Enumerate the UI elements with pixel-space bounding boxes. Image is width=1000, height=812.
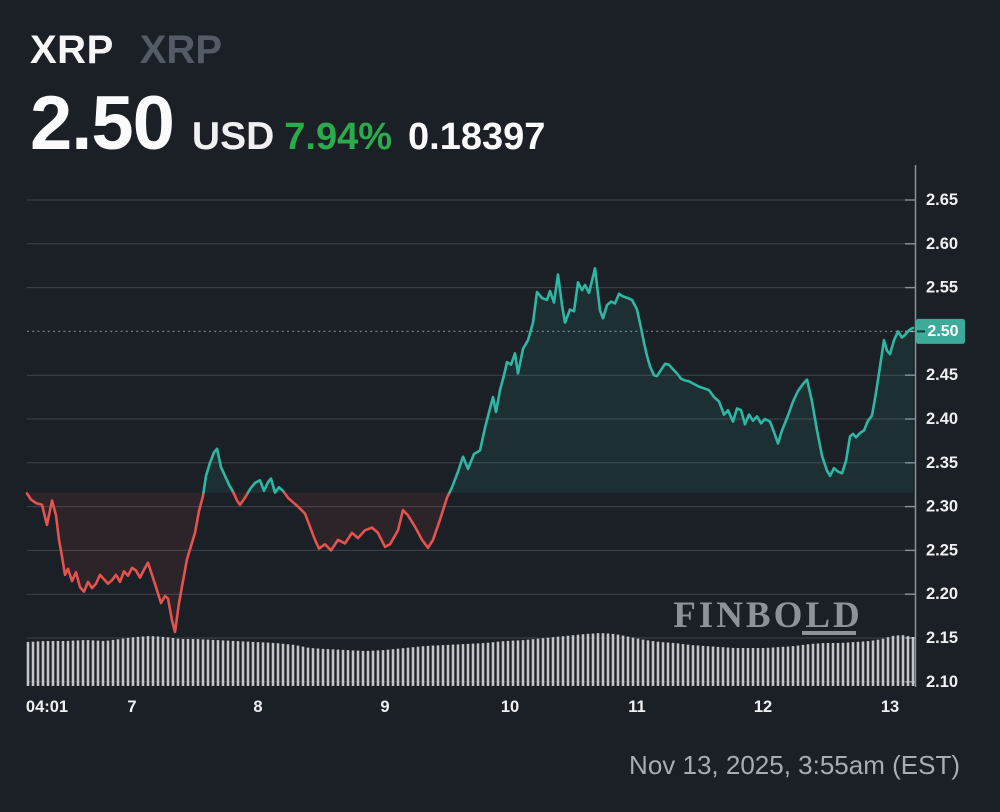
price-line-up [246, 477, 286, 494]
x-axis-label: 8 [253, 698, 262, 716]
x-axis-label: 7 [127, 698, 136, 716]
price-line-down [25, 491, 205, 634]
y-axis-label: 2.10 [926, 673, 958, 691]
x-axis-label: 11 [628, 698, 645, 716]
y-axis-label: 2.65 [926, 191, 958, 209]
x-axis-label: 9 [380, 698, 389, 716]
volume-bars [26, 633, 915, 686]
price-line-up [202, 447, 235, 494]
asset-symbol: XRP [30, 28, 114, 72]
watermark-underline [802, 631, 856, 635]
y-axis-label: 2.60 [926, 235, 958, 253]
area-fill-down [284, 492, 450, 551]
area-fill-up [203, 448, 234, 493]
finbold-watermark: FINBOLD [673, 595, 863, 636]
currency-label: USD [191, 115, 275, 158]
y-axis-label: 2.25 [926, 541, 958, 559]
y-axis-label: 2.35 [926, 454, 958, 472]
current-price-badge-label: 2.50 [927, 323, 958, 340]
price-line-down [232, 491, 250, 507]
area-fill-up [449, 268, 913, 493]
y-axis-label: 2.20 [926, 585, 958, 603]
current-price-badge [916, 318, 965, 344]
x-axis-label: 10 [501, 698, 519, 716]
x-axis-label: 12 [754, 698, 772, 716]
change-percent: 7.94% [284, 116, 393, 158]
header: XRP XRP [30, 30, 222, 70]
y-axis-label: 2.30 [926, 498, 958, 516]
y-axis-label: 2.40 [926, 410, 958, 428]
y-axis-label: 2.45 [926, 366, 958, 384]
change-absolute: 0.18397 [408, 116, 546, 158]
y-axis-label: 2.15 [926, 629, 958, 647]
price-line-up [448, 267, 915, 494]
price-header: 2.50 USD 7.94% 0.18397 [30, 86, 545, 162]
current-price-value: 2.50 [30, 81, 175, 166]
x-axis-label: 13 [881, 698, 899, 716]
price-line-down [283, 491, 451, 552]
x-axis-label: 04:01 [26, 698, 68, 716]
y-axis-label: 2.55 [926, 279, 958, 297]
chart-timestamp: Nov 13, 2025, 3:55am (EST) [629, 750, 960, 780]
asset-name: XRP [139, 28, 222, 72]
area-fill-down [233, 492, 248, 505]
